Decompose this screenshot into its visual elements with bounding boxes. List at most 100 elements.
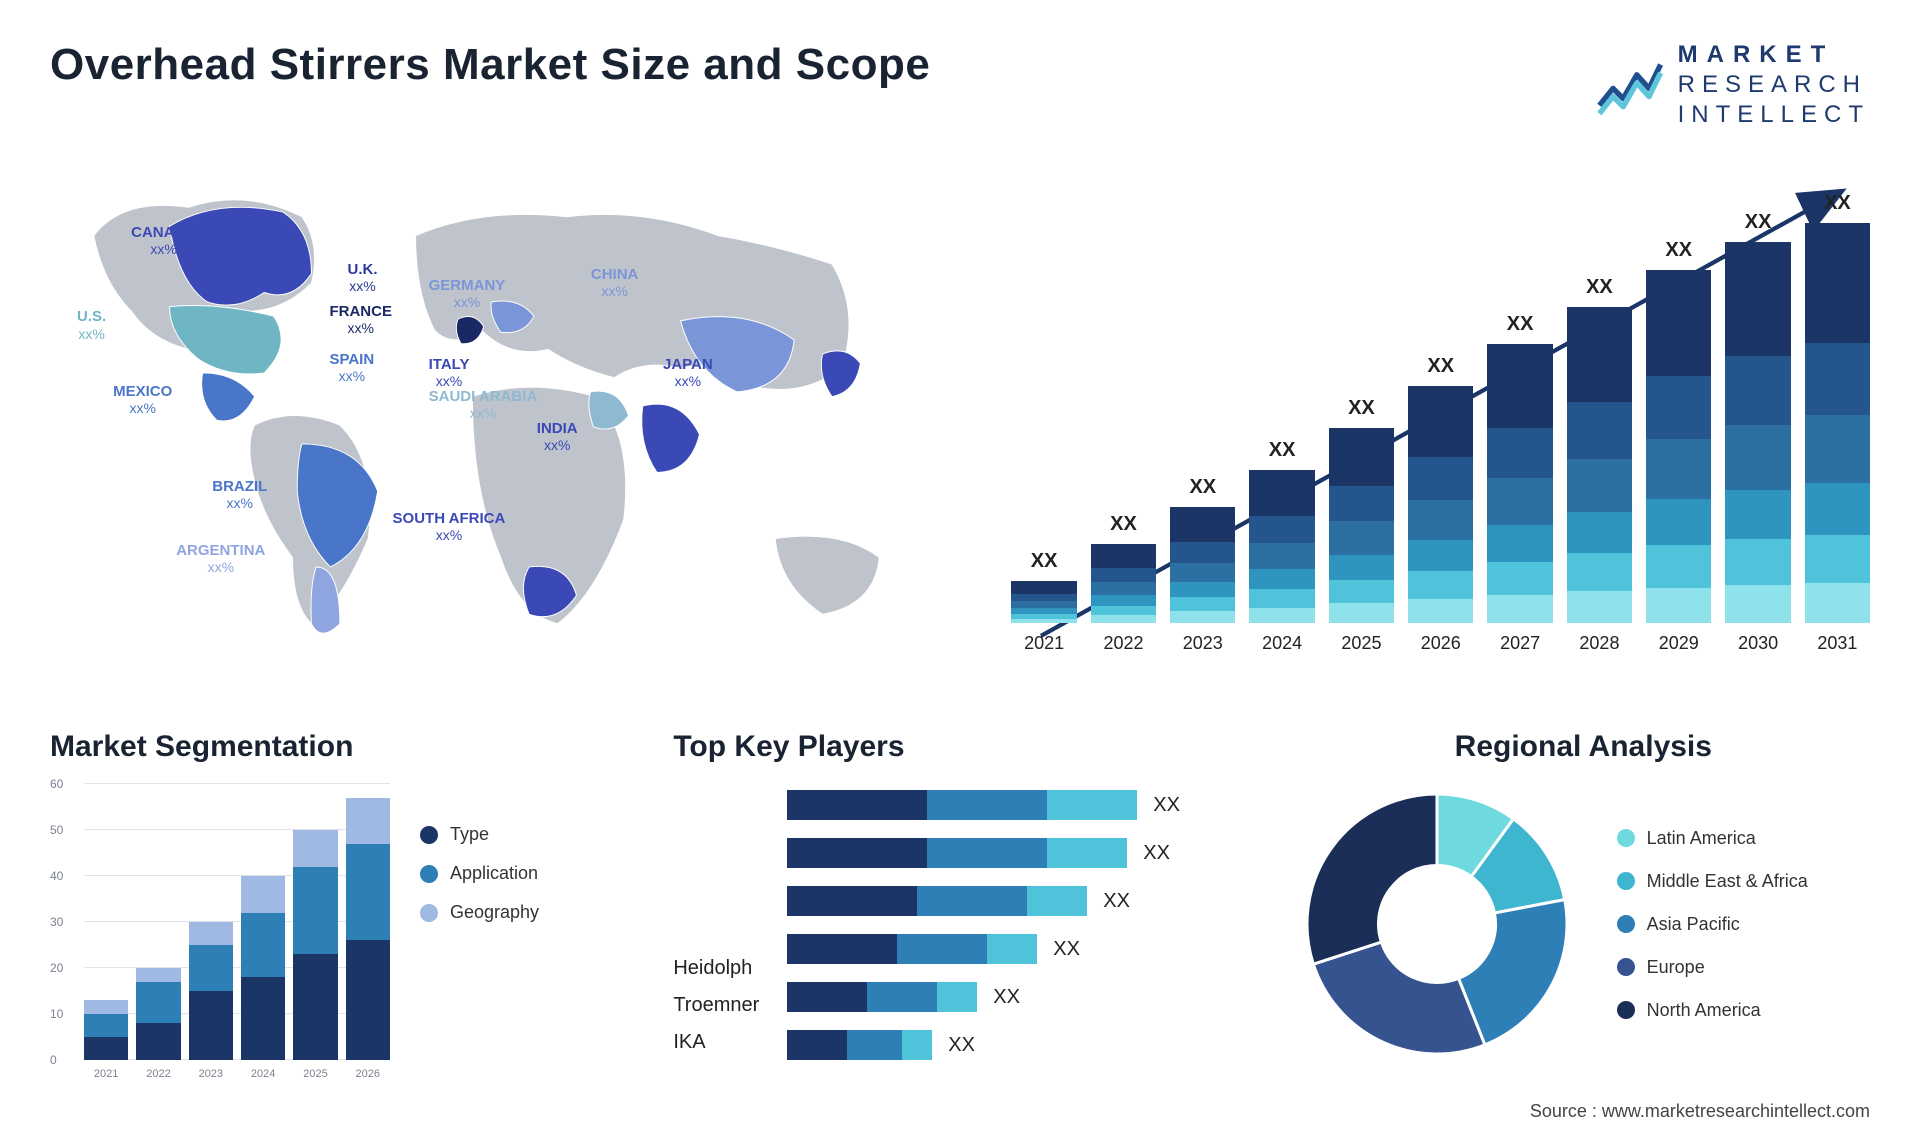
player-bar-segment xyxy=(787,1030,847,1060)
bar-segment xyxy=(1011,594,1076,602)
bar-segment xyxy=(1408,386,1473,457)
legend-label: North America xyxy=(1647,1000,1761,1021)
bar-segment xyxy=(1170,563,1235,583)
bar-segment xyxy=(1329,521,1394,554)
regional-title: Regional Analysis xyxy=(1297,730,1870,764)
bar-value-label: XX xyxy=(1427,355,1454,378)
player-row: XX xyxy=(787,1030,1246,1060)
player-name: Troemner xyxy=(673,994,759,1017)
bar-segment xyxy=(1408,540,1473,571)
bar-value-label: XX xyxy=(1665,239,1692,262)
legend-label: Latin America xyxy=(1647,828,1756,849)
player-bar-segment xyxy=(787,838,927,868)
bar-segment xyxy=(1408,571,1473,599)
player-bar-segment xyxy=(927,790,1047,820)
bar-segment xyxy=(1170,507,1235,542)
bar-year-label: 2029 xyxy=(1659,633,1699,654)
player-row: XX xyxy=(787,790,1246,820)
bar-segment xyxy=(1170,542,1235,563)
bar-segment xyxy=(1170,582,1235,597)
player-bar-segment xyxy=(1047,838,1127,868)
bar-segment xyxy=(1091,615,1156,623)
segmentation-chart: 0102030405060202120222023202420252026 xyxy=(50,784,390,1084)
player-value-label: XX xyxy=(1153,794,1180,817)
legend-item: Geography xyxy=(420,902,539,923)
legend-item: Europe xyxy=(1617,957,1808,978)
map-label: U.S.xx% xyxy=(77,308,106,341)
growth-bar-chart: XX2021XX2022XX2023XX2024XX2025XX2026XX20… xyxy=(1011,160,1870,690)
bar-segment xyxy=(1487,478,1552,525)
bar-value-label: XX xyxy=(1586,276,1613,299)
bar-segment xyxy=(1487,562,1552,595)
map-label: SAUDI ARABIAxx% xyxy=(429,388,538,421)
map-label: CHINAxx% xyxy=(591,266,639,299)
bottom-row: Market Segmentation 01020304050602021202… xyxy=(50,730,1870,1110)
growth-bar: XX2025 xyxy=(1329,397,1394,654)
players-panel: Top Key Players HeidolphTroemnerIKA XXXX… xyxy=(673,730,1246,1110)
seg-segment xyxy=(293,830,337,867)
seg-segment xyxy=(84,1000,128,1014)
growth-bar: XX 2024 xyxy=(1249,439,1314,654)
player-value-label: XX xyxy=(1103,890,1130,913)
growth-bar: XX2021 xyxy=(1011,550,1076,654)
bar-segment xyxy=(1329,486,1394,521)
seg-segment xyxy=(189,991,233,1060)
bar-segment xyxy=(1329,428,1394,487)
bar-segment xyxy=(1249,569,1314,589)
regional-panel: Regional Analysis Latin AmericaMiddle Ea… xyxy=(1297,730,1870,1110)
x-tick-label: 2021 xyxy=(94,1068,118,1080)
player-bar-segment xyxy=(787,790,927,820)
bar-segment xyxy=(1805,343,1870,415)
bar-value-label: XX xyxy=(1507,313,1534,336)
player-value-label: XX xyxy=(948,1034,975,1057)
bar-segment xyxy=(1805,415,1870,483)
legend-label: Application xyxy=(450,863,538,884)
bar-segment xyxy=(1725,356,1790,425)
player-bar-segment xyxy=(897,934,987,964)
source-text: Source : www.marketresearchintellect.com xyxy=(1530,1101,1870,1122)
bar-value-label: XX xyxy=(1348,397,1375,420)
bar-segment xyxy=(1646,439,1711,499)
bar-value-label: XX xyxy=(1824,192,1851,215)
y-tick-label: 50 xyxy=(50,823,63,837)
map-label: BRAZILxx% xyxy=(212,478,267,511)
top-row: CANADAxx%U.S.xx%MEXICOxx%BRAZILxx%ARGENT… xyxy=(50,160,1870,690)
legend-item: North America xyxy=(1617,1000,1808,1021)
legend-dot-icon xyxy=(1617,829,1635,847)
bar-value-label: XX xyxy=(1269,439,1296,462)
bar-segment xyxy=(1249,470,1314,516)
seg-segment xyxy=(84,1037,128,1060)
bar-segment xyxy=(1487,428,1552,478)
player-bar xyxy=(787,886,1087,916)
legend-dot-icon xyxy=(1617,958,1635,976)
seg-segment xyxy=(241,913,285,977)
player-bar xyxy=(787,1030,932,1060)
bar-year-label: 2030 xyxy=(1738,633,1778,654)
bar-segment xyxy=(1805,223,1870,343)
bar-segment xyxy=(1091,582,1156,595)
bar-segment xyxy=(1646,499,1711,545)
bar-year-label: 2024 xyxy=(1262,633,1302,654)
bar-segment xyxy=(1567,402,1632,459)
player-value-label: XX xyxy=(1143,842,1170,865)
legend-dot-icon xyxy=(420,826,438,844)
player-bar xyxy=(787,790,1137,820)
y-tick-label: 30 xyxy=(50,915,63,929)
map-label: JAPANxx% xyxy=(663,356,713,389)
seg-bar: 2022 xyxy=(136,968,180,1060)
player-bar xyxy=(787,982,977,1012)
player-bar-segment xyxy=(787,982,867,1012)
bar-segment xyxy=(1567,553,1632,591)
legend-dot-icon xyxy=(420,904,438,922)
players-title: Top Key Players xyxy=(673,730,1246,764)
seg-segment xyxy=(136,982,180,1023)
legend-dot-icon xyxy=(1617,872,1635,890)
bar-segment xyxy=(1646,545,1711,587)
player-bar-segment xyxy=(937,982,977,1012)
bar-segment xyxy=(1805,583,1870,623)
legend-item: Latin America xyxy=(1617,828,1808,849)
map-label: SPAINxx% xyxy=(329,351,374,384)
bar-segment xyxy=(1487,595,1552,623)
brand-logo: MARKET RESEARCH INTELLECT xyxy=(1596,40,1870,130)
seg-bar: 2023 xyxy=(189,922,233,1060)
